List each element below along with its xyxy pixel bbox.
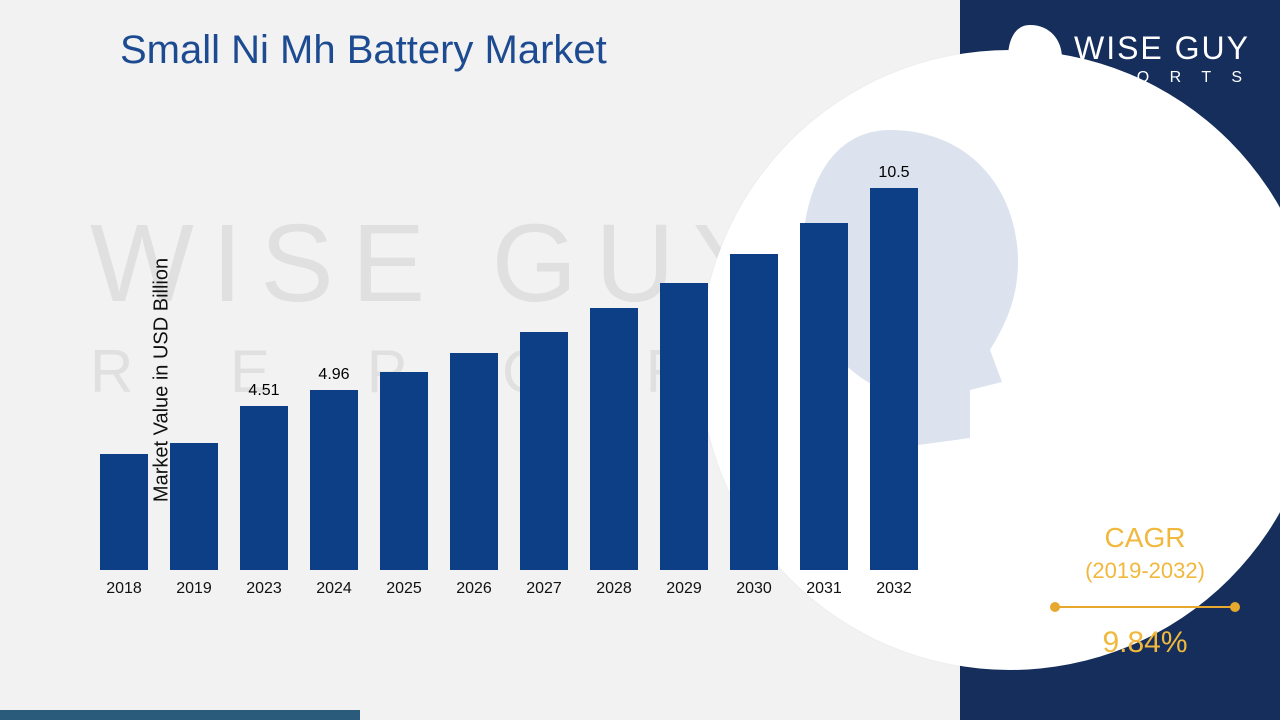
bar bbox=[450, 353, 498, 570]
bar-value-label: 10.5 bbox=[870, 164, 918, 182]
cagr-label: CAGR bbox=[1055, 522, 1235, 554]
x-tick-label: 2025 bbox=[380, 580, 428, 598]
bar bbox=[380, 372, 428, 570]
bar: 4.96 bbox=[310, 390, 358, 570]
bottom-accent-bar bbox=[0, 710, 360, 720]
bar: 4.51 bbox=[240, 406, 288, 570]
bar bbox=[730, 254, 778, 570]
x-tick-label: 2029 bbox=[660, 580, 708, 598]
cagr-divider bbox=[1055, 606, 1235, 608]
bar-chart: Market Value in USD Billion 4.514.9610.5… bbox=[70, 160, 940, 600]
x-tick-label: 2026 bbox=[450, 580, 498, 598]
bar bbox=[800, 223, 848, 570]
bar bbox=[660, 283, 708, 570]
x-tick-label: 2031 bbox=[800, 580, 848, 598]
x-tick-label: 2019 bbox=[170, 580, 218, 598]
x-tick-label: 2032 bbox=[870, 580, 918, 598]
bar-value-label: 4.51 bbox=[240, 382, 288, 400]
x-tick-label: 2027 bbox=[520, 580, 568, 598]
bar bbox=[170, 443, 218, 570]
page-title: Small Ni Mh Battery Market bbox=[120, 28, 607, 73]
x-tick-label: 2028 bbox=[590, 580, 638, 598]
bar-value-label: 4.96 bbox=[310, 366, 358, 384]
bar bbox=[520, 332, 568, 570]
bar: 10.5 bbox=[870, 188, 918, 570]
bar bbox=[100, 454, 148, 570]
logo-block: WISE GUY R E P O R T S bbox=[1043, 30, 1250, 87]
logo-sub-text: R E P O R T S bbox=[1043, 69, 1250, 87]
x-tick-label: 2030 bbox=[730, 580, 778, 598]
x-tick-label: 2018 bbox=[100, 580, 148, 598]
cagr-value: 9.84% bbox=[1055, 626, 1235, 660]
cagr-block: CAGR (2019-2032) 9.84% bbox=[1055, 522, 1235, 660]
plot-area: 4.51 4.96 10.5 bbox=[100, 170, 930, 570]
x-tick-label: 2023 bbox=[240, 580, 288, 598]
logo-main-text: WISE GUY bbox=[1043, 30, 1250, 67]
x-tick-label: 2024 bbox=[310, 580, 358, 598]
bar bbox=[590, 308, 638, 570]
cagr-range: (2019-2032) bbox=[1055, 558, 1235, 584]
page: WISE GUY R E P O R T S WISE GUY R E P O … bbox=[0, 0, 1280, 720]
